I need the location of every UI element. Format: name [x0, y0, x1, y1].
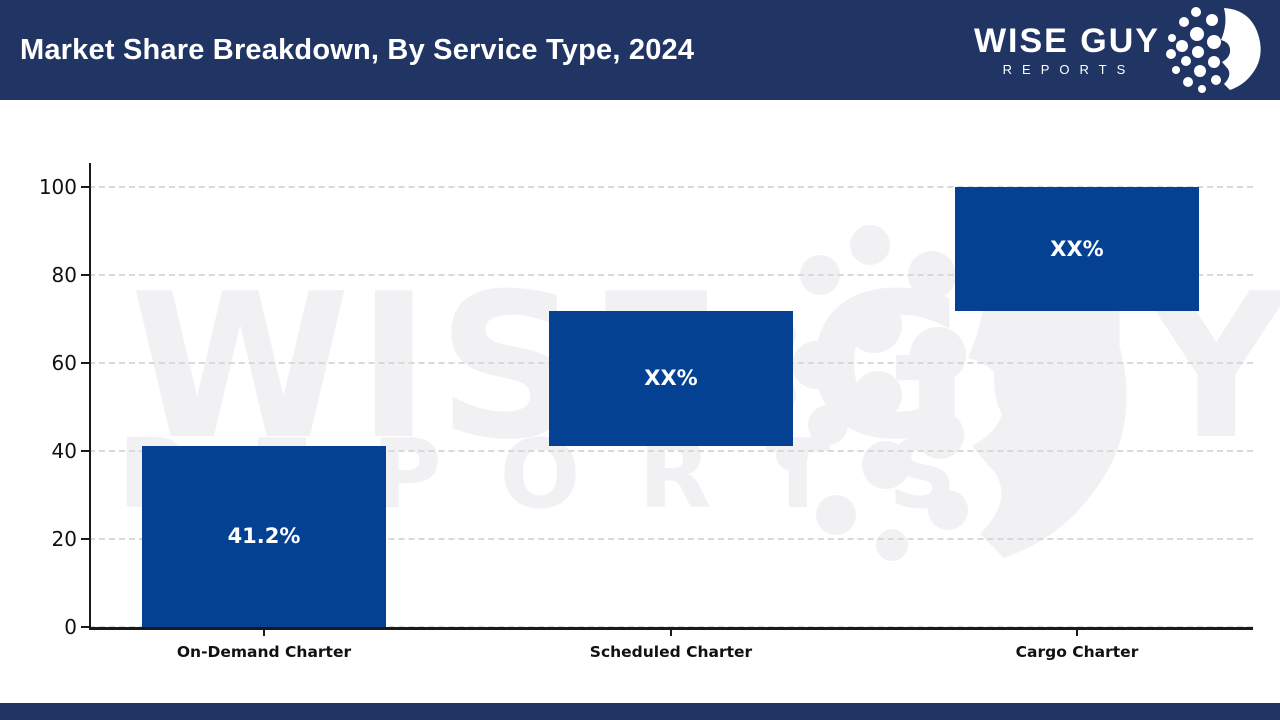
brand-subtitle: REPORTS [1002, 61, 1136, 77]
y-tick [81, 538, 89, 540]
y-tick-label: 80 [51, 263, 77, 287]
x-axis-spine [89, 627, 1253, 630]
x-tick [1076, 628, 1078, 636]
y-gridline [89, 538, 1253, 540]
x-axis-label: Cargo Charter [1015, 643, 1139, 661]
y-gridline [89, 450, 1253, 452]
brand-face-icon [1166, 7, 1261, 93]
y-tick [81, 626, 89, 628]
y-tick [81, 362, 89, 364]
x-axis-label: On-Demand Charter [176, 643, 352, 661]
bar-value-label: XX% [1050, 237, 1104, 262]
bar-segment: XX% [549, 311, 793, 446]
brand-wordmark: WISE GUY REPORTS [974, 24, 1160, 77]
y-axis-spine [89, 163, 91, 629]
bar-segment: 41.2% [142, 445, 386, 627]
brand-logo: WISE GUY REPORTS [974, 4, 1266, 96]
brand-name: WISE GUY [973, 21, 1160, 60]
bar-segment: XX% [955, 187, 1199, 312]
y-gridline [89, 186, 1253, 188]
y-tick [81, 274, 89, 276]
y-tick-label: 20 [51, 527, 77, 551]
y-tick-label: 100 [38, 175, 77, 199]
bar-value-label: 41.2% [227, 524, 301, 549]
x-tick [263, 628, 265, 636]
bar-value-label: XX% [644, 366, 698, 391]
y-tick-label: 40 [51, 439, 77, 463]
y-tick [81, 186, 89, 188]
chart-title: Market Share Breakdown, By Service Type,… [20, 33, 695, 66]
y-tick-label: 0 [64, 615, 77, 639]
x-tick [670, 628, 672, 636]
y-tick-label: 60 [51, 351, 77, 375]
y-tick [81, 450, 89, 452]
footer-bar [0, 703, 1280, 720]
y-gridline [89, 274, 1253, 276]
header-bar: Market Share Breakdown, By Service Type,… [0, 0, 1280, 100]
x-axis-label: Scheduled Charter [589, 643, 753, 661]
